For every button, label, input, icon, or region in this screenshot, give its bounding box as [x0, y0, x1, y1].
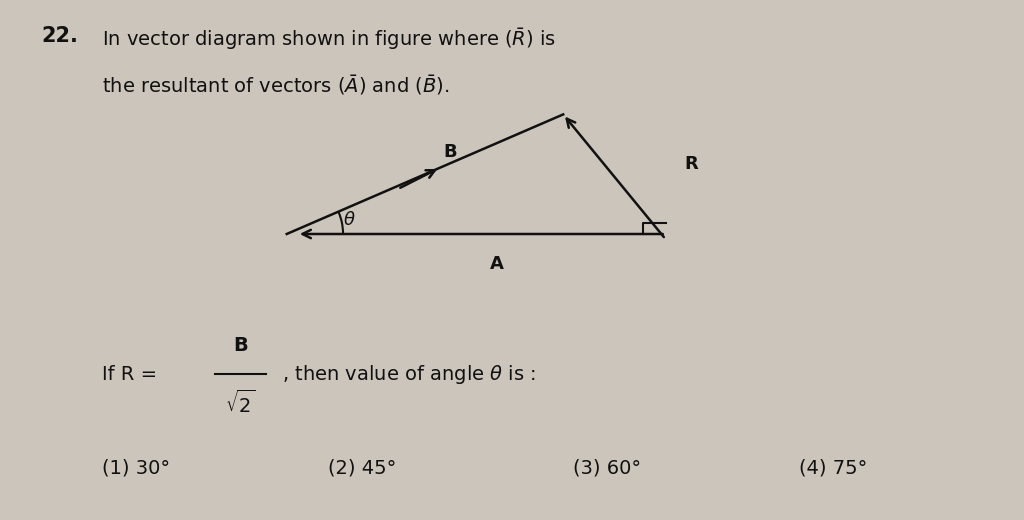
Text: $\sqrt{2}$: $\sqrt{2}$ — [225, 389, 256, 417]
Text: R: R — [684, 155, 697, 173]
Text: , then value of angle $\theta$ is :: , then value of angle $\theta$ is : — [282, 363, 536, 386]
Text: 22.: 22. — [41, 26, 78, 46]
Text: A: A — [489, 255, 504, 273]
Text: (3) 60°: (3) 60° — [573, 459, 642, 477]
Text: In vector diagram shown in figure where ($\bar{R}$) is: In vector diagram shown in figure where … — [102, 26, 556, 52]
Text: (4) 75°: (4) 75° — [799, 459, 867, 477]
Text: (2) 45°: (2) 45° — [328, 459, 396, 477]
Text: B: B — [443, 143, 458, 161]
Text: (1) 30°: (1) 30° — [102, 459, 171, 477]
Text: the resultant of vectors ($\bar{A}$) and ($\bar{B}$).: the resultant of vectors ($\bar{A}$) and… — [102, 73, 450, 97]
Text: If R =: If R = — [102, 365, 164, 384]
Text: $\theta$: $\theta$ — [343, 211, 355, 229]
Text: B: B — [233, 336, 248, 355]
